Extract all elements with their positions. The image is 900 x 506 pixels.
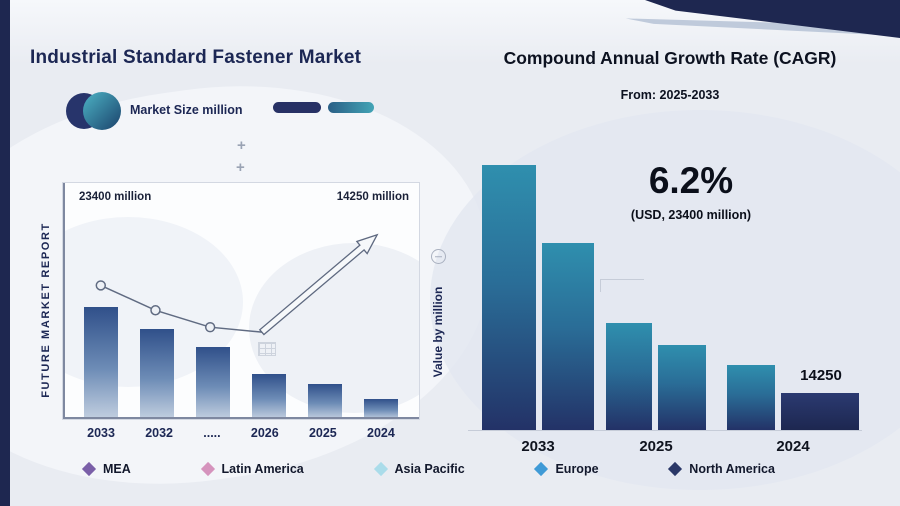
circle-minus-icon xyxy=(431,249,446,264)
trend-line-arrow xyxy=(95,233,379,336)
cagr-subtitle: From: 2025-2033 xyxy=(620,88,720,102)
plus-decoration-icon: + xyxy=(236,159,245,176)
legend-label: North America xyxy=(689,462,775,476)
legend-label: Latin America xyxy=(221,462,304,476)
legend-item-latin-america: Latin America xyxy=(200,461,304,477)
legend-item-europe: Europe xyxy=(534,461,599,477)
x-axis-label: 2024 xyxy=(367,426,395,440)
legend-pill-navy xyxy=(273,102,321,113)
legend-diamond-icon xyxy=(373,461,388,477)
cagr-bar-2033-1 xyxy=(482,165,536,430)
market-size-bar-..... xyxy=(196,347,230,419)
cagr-bar-2025-1 xyxy=(606,323,652,430)
market-size-bar-2024 xyxy=(364,399,398,419)
legend-pill-teal xyxy=(328,102,374,113)
bar-group-2033: 2033 xyxy=(482,165,594,455)
legend-diamond-icon xyxy=(534,461,549,477)
left-edge-accent-bar xyxy=(0,0,10,506)
year-label-2033: 2033 xyxy=(521,438,555,455)
right-chart: 2033 2025 2024 xyxy=(482,165,859,455)
cagr-percentage: 6.2% xyxy=(648,160,734,201)
x-axis-label: 2032 xyxy=(145,426,173,440)
legend-label: Asia Pacific xyxy=(394,462,465,476)
market-size-bar-2032 xyxy=(140,329,174,419)
bar-group-2024: 2024 xyxy=(727,365,859,455)
legend-diamond-icon xyxy=(81,461,97,477)
legend-item-north-america: North America xyxy=(668,461,775,477)
legend-item-mea: MEA xyxy=(81,461,131,477)
legend-label: Europe xyxy=(555,462,599,476)
bar-group-2025: 2025 xyxy=(606,323,706,455)
cagr-bar-2033-2 xyxy=(542,243,594,430)
year-label-2024: 2024 xyxy=(776,438,810,455)
market-size-coin-icon xyxy=(66,92,124,130)
market-size-bar-2033 xyxy=(84,307,118,419)
cagr-bar-2025-2 xyxy=(658,345,706,430)
x-axis-label: 2033 xyxy=(87,426,115,440)
legend-item-asia-pacific: Asia Pacific xyxy=(373,461,465,477)
market-size-bar-2025 xyxy=(308,384,342,419)
x-axis-label: ..... xyxy=(203,426,221,440)
region-legend: MEA Latin America Asia Pacific Europe North … xyxy=(81,461,775,477)
page-title: Industrial Standard Fastener Market xyxy=(30,47,362,68)
left-bars xyxy=(63,183,419,419)
legend-diamond-icon xyxy=(200,461,215,477)
left-x-labels: 2033 2032..... 2026 2025 2024 xyxy=(62,426,420,440)
cagr-bar-2024-2 xyxy=(781,393,859,430)
right-chart-baseline xyxy=(468,430,862,431)
year-label-2025: 2025 xyxy=(639,438,673,455)
coin-front-disc xyxy=(83,92,121,130)
cagr-title: Compound Annual Growth Rate (CAGR) xyxy=(503,48,837,68)
market-size-chart: 23400 million 14250 million xyxy=(62,182,420,420)
cagr-bar-2024-1 xyxy=(727,365,775,430)
table-grid-icon xyxy=(258,342,276,356)
plus-decoration-icon: + xyxy=(237,137,246,154)
step-decoration xyxy=(600,279,644,292)
legend-label: MEA xyxy=(103,462,131,476)
series-legend-label: Market Size million xyxy=(130,103,243,117)
bar-value-annotation: 14250 xyxy=(800,367,842,384)
x-axis-label: 2025 xyxy=(308,426,337,440)
future-market-report-watermark: FUTURE MARKET REPORT xyxy=(40,222,52,398)
end-value-annotation: 14250 million xyxy=(336,191,409,203)
x-axis-label: 2026 xyxy=(250,426,279,440)
legend-diamond-icon xyxy=(668,461,683,477)
value-axis-label: Value by million xyxy=(431,286,445,378)
market-size-bar-2026 xyxy=(252,374,286,419)
start-value-annotation: 23400 million xyxy=(79,191,152,203)
cagr-usd-note: (USD, 23400 million) xyxy=(630,208,752,222)
